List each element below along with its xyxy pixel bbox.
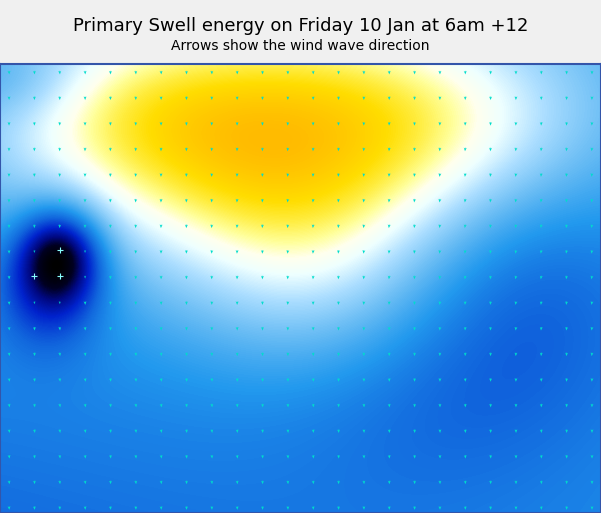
Text: Primary Swell energy on Friday 10 Jan at 6am +12: Primary Swell energy on Friday 10 Jan at… [73, 16, 528, 35]
Text: Arrows show the wind wave direction: Arrows show the wind wave direction [171, 39, 430, 53]
